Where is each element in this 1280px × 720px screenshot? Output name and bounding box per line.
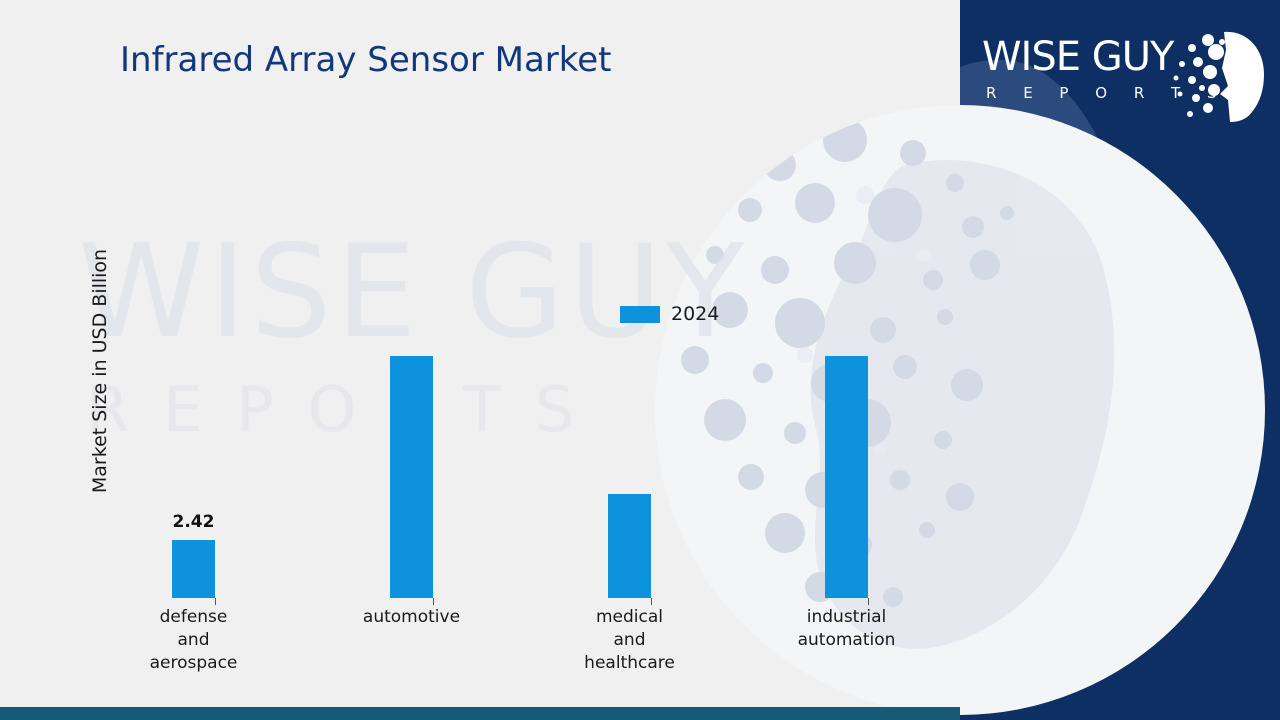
- x-axis-category-label-2: automotive: [302, 606, 522, 629]
- category-label-line: medical: [595, 607, 664, 627]
- logo-wordmark: WISE GUY: [982, 34, 1174, 80]
- bar-2: [390, 356, 433, 598]
- x-axis-category-label-3: medical and healthcare: [520, 606, 740, 675]
- category-label-line: automotive: [362, 607, 461, 627]
- page-title: Infrared Array Sensor Market: [120, 40, 612, 80]
- x-axis-tick-3: [651, 598, 652, 605]
- bar-3: [608, 494, 651, 598]
- category-label-line: defense: [159, 607, 228, 627]
- category-label-line: healthcare: [584, 653, 675, 673]
- chart-legend: 2024: [620, 303, 719, 325]
- x-axis-tick-1: [215, 598, 216, 605]
- logo-subtitle: R E P O R T S: [986, 84, 1228, 102]
- x-axis-category-label-1: defense and aerospace: [84, 606, 304, 675]
- bar-value-label-1: 2.42: [172, 512, 215, 532]
- watermark-line-2: REPORTS: [86, 373, 609, 446]
- brand-logo: WISE GUY R E P O R T S: [978, 31, 1268, 122]
- legend-swatch-2024: [620, 305, 660, 323]
- bar-1: [172, 540, 215, 598]
- decorative-circle: [655, 105, 1265, 715]
- category-label-line: aerospace: [149, 653, 238, 673]
- y-axis-label: Market Size in USD Billion: [89, 248, 111, 494]
- logo-face-icon: [1164, 28, 1268, 124]
- legend-label-2024: 2024: [671, 303, 720, 325]
- category-label-line: and: [177, 630, 210, 650]
- watermark-line-1: WISE GUY: [78, 218, 749, 367]
- bottom-accent-strip: [0, 707, 960, 720]
- x-axis-tick-2: [433, 598, 434, 605]
- category-label-line: and: [613, 630, 646, 650]
